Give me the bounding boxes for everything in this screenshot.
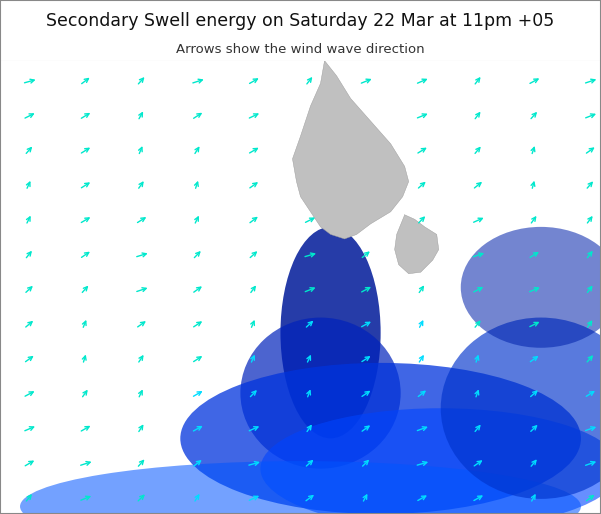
Ellipse shape bbox=[240, 318, 401, 469]
Text: Secondary Swell energy on Saturday 22 Mar at 11pm +05: Secondary Swell energy on Saturday 22 Ma… bbox=[46, 12, 555, 30]
Ellipse shape bbox=[180, 363, 581, 514]
Ellipse shape bbox=[20, 461, 581, 514]
Ellipse shape bbox=[260, 408, 601, 514]
Ellipse shape bbox=[461, 227, 601, 348]
Polygon shape bbox=[395, 215, 439, 274]
Ellipse shape bbox=[441, 318, 601, 499]
Ellipse shape bbox=[281, 227, 380, 438]
Polygon shape bbox=[293, 61, 409, 239]
Text: Arrows show the wind wave direction: Arrows show the wind wave direction bbox=[176, 43, 425, 56]
